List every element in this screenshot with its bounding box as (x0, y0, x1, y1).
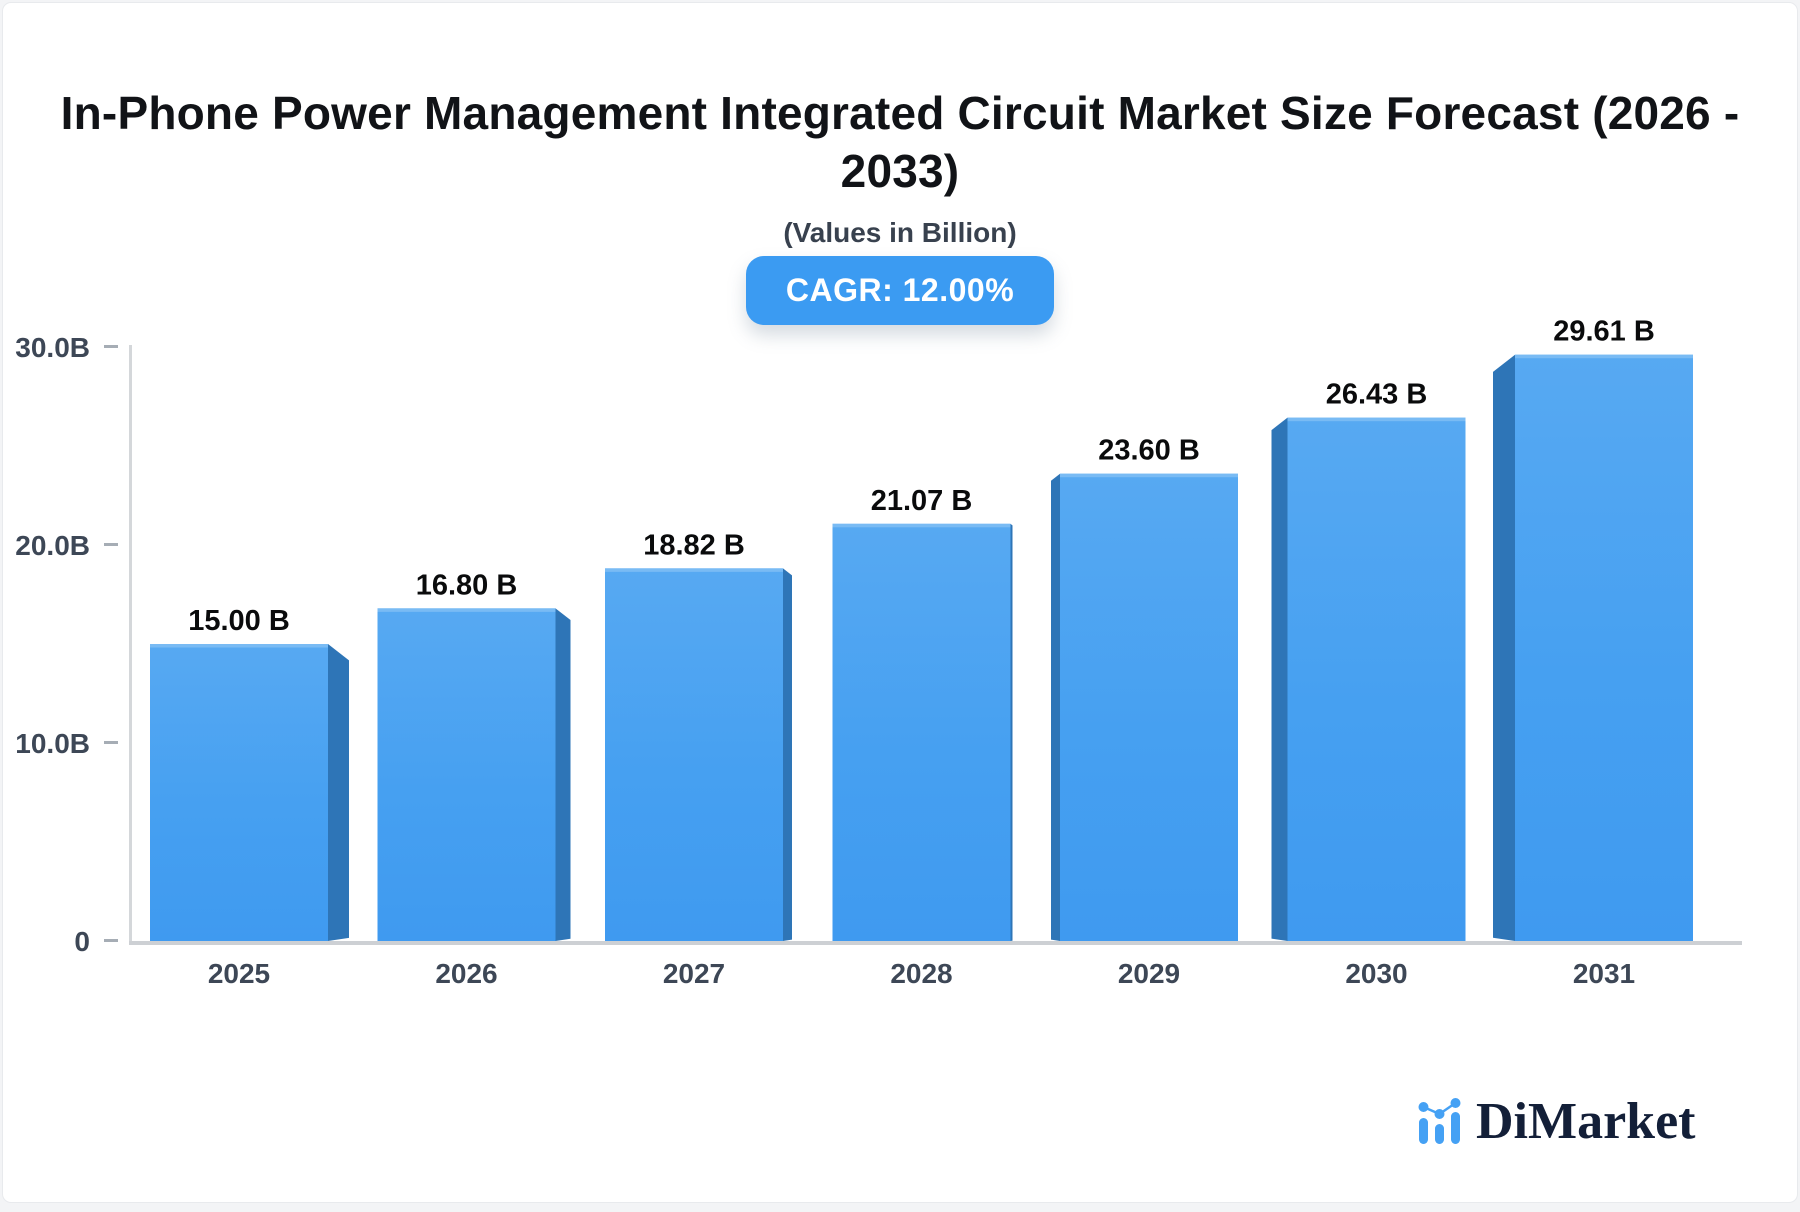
axes: 0 10.0B 20.0B 30.0B 2025 2026 2027 2028 2029 2030… (15, 332, 1742, 989)
bar-front-face (1287, 417, 1466, 941)
bar-front-face (150, 644, 328, 941)
brand-logo-text: DiMarket (1476, 1093, 1696, 1150)
bar-front-face (377, 608, 556, 941)
bar-side-face (783, 568, 792, 941)
bars: 15.00 B 16.80 B 18.82 B 21.07 B 23.60 B 26.43… (150, 316, 1693, 941)
bar-column-2030[interactable]: 26.43 B (1271, 379, 1466, 941)
bar-column-2027[interactable]: 18.82 B (605, 529, 792, 941)
y-axis-label: 10.0B (15, 728, 90, 759)
bar-side-face (555, 608, 571, 941)
bar-column-2031[interactable]: 29.61 B (1493, 316, 1693, 941)
bar-front-face (832, 523, 1011, 941)
chart-subtitle: (Values in Billion) (783, 217, 1017, 248)
x-axis-label: 2026 (435, 958, 497, 989)
bar-value-label: 26.43 B (1326, 379, 1428, 411)
bar-top-edge (832, 523, 1011, 528)
bar-top-edge (377, 608, 556, 612)
bar-value-label: 18.82 B (643, 529, 745, 561)
y-axis-label: 30.0B (15, 332, 90, 363)
chart-title-line-2: 2033) (840, 145, 960, 197)
bar-value-label: 29.61 B (1553, 316, 1655, 348)
y-axis-tick (104, 345, 118, 348)
bar-value-label: 23.60 B (1098, 435, 1200, 467)
bar-side-face (1051, 473, 1060, 941)
x-axis-label: 2027 (663, 958, 725, 989)
brand-logo: DiMarket (1416, 1093, 1696, 1150)
y-axis-label: 20.0B (15, 530, 90, 561)
x-axis-label: 2030 (1345, 958, 1407, 989)
bar-value-label: 16.80 B (416, 569, 518, 601)
bar-side-face (1271, 417, 1288, 941)
bar-side-face (1493, 354, 1515, 941)
bar-column-2028[interactable]: 21.07 B (832, 485, 1013, 941)
bar-top-edge (1515, 354, 1693, 359)
x-axis-label: 2031 (1573, 958, 1635, 989)
bar-column-2025[interactable]: 15.00 B (150, 605, 349, 941)
bar-value-label: 21.07 B (871, 485, 973, 517)
y-axis-tick (104, 939, 118, 942)
chart-title-line-1: In-Phone Power Management Integrated Cir… (60, 87, 1740, 139)
bar-front-face (605, 568, 783, 941)
y-axis-label: 0 (74, 926, 90, 957)
bar-side-face (328, 644, 349, 941)
bar-column-2029[interactable]: 23.60 B (1051, 435, 1238, 941)
cagr-badge: CAGR: 12.00% (745, 256, 1055, 325)
bar-front-face (1060, 473, 1238, 941)
chart-title: In-Phone Power Management Integrated Cir… (0, 84, 1800, 200)
bar-top-edge (150, 644, 328, 648)
bar-value-label: 15.00 B (188, 605, 290, 637)
bar-side-face (1010, 523, 1013, 941)
cagr-badge-row: CAGR: 12.00% (0, 256, 1800, 325)
x-axis-label: 2025 (208, 958, 270, 989)
bar-top-edge (1287, 417, 1466, 422)
bar-top-edge (605, 568, 783, 572)
bar-front-face (1515, 354, 1693, 941)
x-axis-line (129, 941, 1742, 945)
bar-top-edge (1060, 473, 1238, 478)
x-axis-label: 2028 (890, 958, 952, 989)
bar-line-chart-icon (1418, 1098, 1461, 1144)
x-axis-label: 2029 (1118, 958, 1180, 989)
y-axis-tick (104, 741, 118, 744)
y-axis-line (129, 345, 132, 945)
bar-column-2026[interactable]: 16.80 B (377, 569, 571, 941)
y-axis-tick (104, 543, 118, 546)
